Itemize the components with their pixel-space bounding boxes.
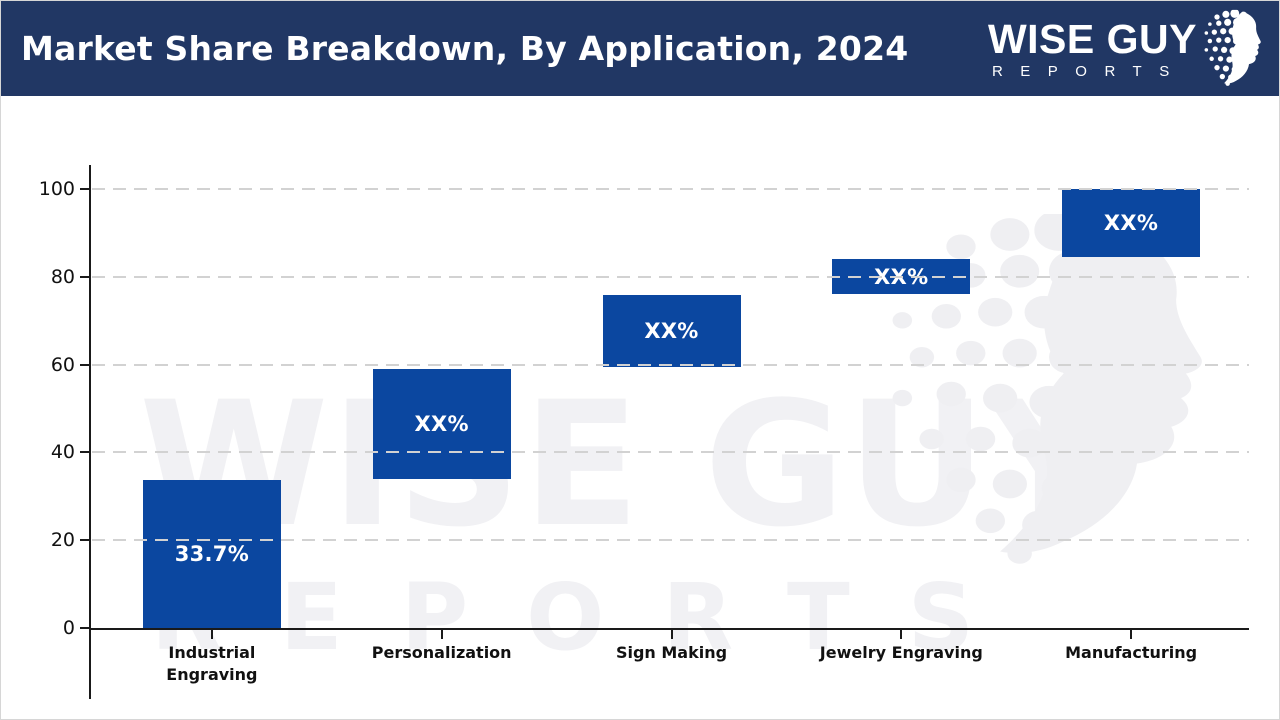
y-tick-label-100: 100 (38, 178, 75, 200)
category-label-industrial-engraving: Industrial Engraving (166, 643, 258, 684)
y-tick-label-60: 60 (50, 353, 75, 376)
brand-logo: WISE GUY REPORTS (988, 7, 1265, 91)
y-tick-label-0: 0 (62, 617, 75, 639)
category-label-jewelry-engraving: Jewelry Engraving (819, 643, 983, 662)
x-tick-mark-personalization (440, 630, 443, 639)
header-bar: Market Share Breakdown, By Application, … (1, 1, 1279, 96)
brand-logo-text: WISE GUY REPORTS (987, 16, 1197, 80)
bar-value-label: XX% (644, 319, 699, 343)
x-tick-mark-manufacturing (1130, 630, 1133, 639)
category-label-personalization: Personalization (371, 643, 512, 662)
y-tick-label-40: 40 (50, 441, 75, 464)
bar-value-label: XX% (1103, 211, 1159, 236)
bar-sign-making: XX% (602, 295, 741, 367)
brand-subname: REPORTS (991, 62, 1187, 80)
bar-value-label: XX% (414, 411, 469, 436)
category-label-sign-making: Sign Making (615, 643, 728, 662)
y-tick-mark-60 (80, 363, 90, 366)
y-tick-mark-20 (80, 539, 90, 542)
y-tick-mark-80 (80, 275, 90, 278)
y-tick-label-20: 20 (50, 529, 75, 552)
axes-layer: 0 20 40 60 80 100 Industrial Engraving Personal… (1, 96, 1279, 719)
brand-name: WISE GUY (987, 16, 1197, 63)
y-axis-line (89, 165, 91, 699)
y-tick-mark-40 (80, 451, 90, 454)
x-axis-line (89, 628, 1249, 630)
x-tick-mark-jewelry-engraving (900, 630, 903, 639)
chart-area: WISE GUY REPORTS 33.7% XX% XX% XX% XX% 0 20 40… (1, 96, 1280, 719)
y-tick-mark-0 (80, 627, 90, 629)
wise-guy-head-icon (1201, 9, 1265, 89)
bar-manufacturing: XX% (1062, 189, 1201, 258)
category-label-manufacturing: Manufacturing (1065, 643, 1198, 662)
bar-value-label: 33.7% (174, 542, 250, 567)
bar-personalization: XX% (372, 368, 511, 479)
x-tick-mark-sign-making (670, 630, 673, 639)
y-tick-mark-100 (80, 188, 90, 190)
page-title: Market Share Breakdown, By Application, … (21, 29, 909, 68)
x-tick-mark-industrial-engraving (210, 630, 213, 639)
watermark-subtext: REPORTS (151, 564, 1033, 671)
bar-industrial-engraving: 33.7% (142, 480, 281, 628)
watermark-layer: WISE GUY REPORTS (1, 96, 1280, 719)
y-tick-label-80: 80 (50, 265, 75, 288)
